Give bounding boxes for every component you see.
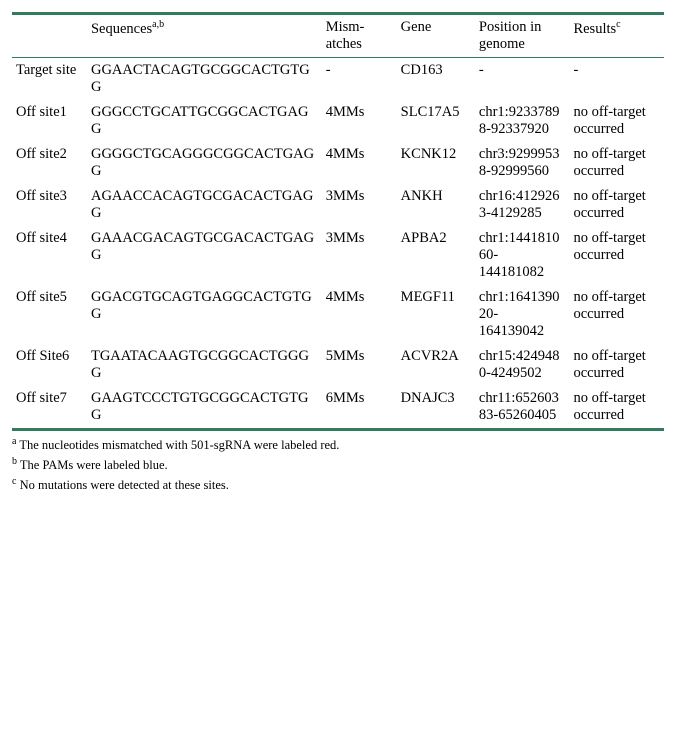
- footnotes: a The nucleotides mismatched with 501-sg…: [12, 435, 664, 494]
- header-sequences-label: Sequences: [91, 21, 152, 37]
- row-results: no off-target occurred: [569, 142, 664, 184]
- row-mismatches: 4MMs: [322, 142, 397, 184]
- row-label: Off Site6: [12, 344, 87, 386]
- row-position: chr1:144181060-144181082: [475, 226, 570, 285]
- row-label: Off site5: [12, 285, 87, 344]
- row-label: Off site4: [12, 226, 87, 285]
- row-position: chr15:4249480-4249502: [475, 344, 570, 386]
- footnote-b: b The PAMs were labeled blue.: [12, 455, 664, 474]
- row-sequence: GAAACGACAGTGCGACACTGAGG: [87, 226, 322, 285]
- row-sequence: GGAACTACAGTGCGGCACTGTGG: [87, 58, 322, 101]
- row-results: no off-target occurred: [569, 344, 664, 386]
- row-label: Target site: [12, 58, 87, 101]
- row-position: chr16:4129263-4129285: [475, 184, 570, 226]
- table-row: Target site GGAACTACAGTGCGGCACTGTGG - CD…: [12, 58, 664, 101]
- table-row: Off site2 GGGGCTGCAGGGCGGCACTGAGG 4MMs K…: [12, 142, 664, 184]
- row-mismatches: 3MMs: [322, 184, 397, 226]
- row-sequence: TGAATACAAGTGCGGCACTGGGG: [87, 344, 322, 386]
- footnote-a: a The nucleotides mismatched with 501-sg…: [12, 435, 664, 454]
- header-sequences-sup: a,b: [152, 19, 164, 30]
- footnote-a-text: The nucleotides mismatched with 501-sgRN…: [19, 438, 339, 452]
- row-position: chr1:92337898-92337920: [475, 100, 570, 142]
- row-gene: APBA2: [397, 226, 475, 285]
- table-row: Off Site6 TGAATACAAGTGCGGCACTGGGG 5MMs A…: [12, 344, 664, 386]
- row-results: -: [569, 58, 664, 101]
- row-sequence: AGAACCACAGTGCGACACTGAGG: [87, 184, 322, 226]
- row-gene: ANKH: [397, 184, 475, 226]
- row-mismatches: 6MMs: [322, 386, 397, 430]
- footnote-b-text: The PAMs were labeled blue.: [20, 458, 168, 472]
- header-sequences: Sequencesa,b: [87, 14, 322, 58]
- table-row: Off site3 AGAACCACAGTGCGACACTGAGG 3MMs A…: [12, 184, 664, 226]
- row-mismatches: 3MMs: [322, 226, 397, 285]
- row-position: chr3:92999538-92999560: [475, 142, 570, 184]
- header-mismatches: Mism-atches: [322, 14, 397, 58]
- row-gene: ACVR2A: [397, 344, 475, 386]
- off-target-table: Sequencesa,b Mism-atches Gene Position i…: [12, 12, 664, 431]
- row-results: no off-target occurred: [569, 386, 664, 430]
- row-gene: MEGF11: [397, 285, 475, 344]
- header-row: Sequencesa,b Mism-atches Gene Position i…: [12, 14, 664, 58]
- row-label: Off site7: [12, 386, 87, 430]
- row-results: no off-target occurred: [569, 285, 664, 344]
- table-row: Off site5 GGACGTGCAGTGAGGCACTGTGG 4MMs M…: [12, 285, 664, 344]
- row-label: Off site2: [12, 142, 87, 184]
- row-position: -: [475, 58, 570, 101]
- header-results-sup: c: [616, 19, 620, 30]
- row-mismatches: -: [322, 58, 397, 101]
- table-row: Off site7 GAAGTCCCTGTGCGGCACTGTGG 6MMs D…: [12, 386, 664, 430]
- row-label: Off site3: [12, 184, 87, 226]
- table-row: Off site4 GAAACGACAGTGCGACACTGAGG 3MMs A…: [12, 226, 664, 285]
- row-label: Off site1: [12, 100, 87, 142]
- footnote-c-text: No mutations were detected at these site…: [20, 478, 229, 492]
- row-gene: DNAJC3: [397, 386, 475, 430]
- table-row: Off site1 GGGCCTGCATTGCGGCACTGAGG 4MMs S…: [12, 100, 664, 142]
- footnote-c: c No mutations were detected at these si…: [12, 475, 664, 494]
- row-results: no off-target occurred: [569, 100, 664, 142]
- row-results: no off-target occurred: [569, 226, 664, 285]
- row-gene: SLC17A5: [397, 100, 475, 142]
- row-results: no off-target occurred: [569, 184, 664, 226]
- row-sequence: GGACGTGCAGTGAGGCACTGTGG: [87, 285, 322, 344]
- row-mismatches: 4MMs: [322, 285, 397, 344]
- row-gene: KCNK12: [397, 142, 475, 184]
- row-sequence: GGGGCTGCAGGGCGGCACTGAGG: [87, 142, 322, 184]
- row-position: chr11:65260383-65260405: [475, 386, 570, 430]
- header-blank: [12, 14, 87, 58]
- header-results: Resultsc: [569, 14, 664, 58]
- row-sequence: GAAGTCCCTGTGCGGCACTGTGG: [87, 386, 322, 430]
- row-gene: CD163: [397, 58, 475, 101]
- header-position: Position in genome: [475, 14, 570, 58]
- row-position: chr1:164139020-164139042: [475, 285, 570, 344]
- row-mismatches: 5MMs: [322, 344, 397, 386]
- header-gene: Gene: [397, 14, 475, 58]
- row-sequence: GGGCCTGCATTGCGGCACTGAGG: [87, 100, 322, 142]
- row-mismatches: 4MMs: [322, 100, 397, 142]
- header-results-label: Results: [573, 21, 616, 37]
